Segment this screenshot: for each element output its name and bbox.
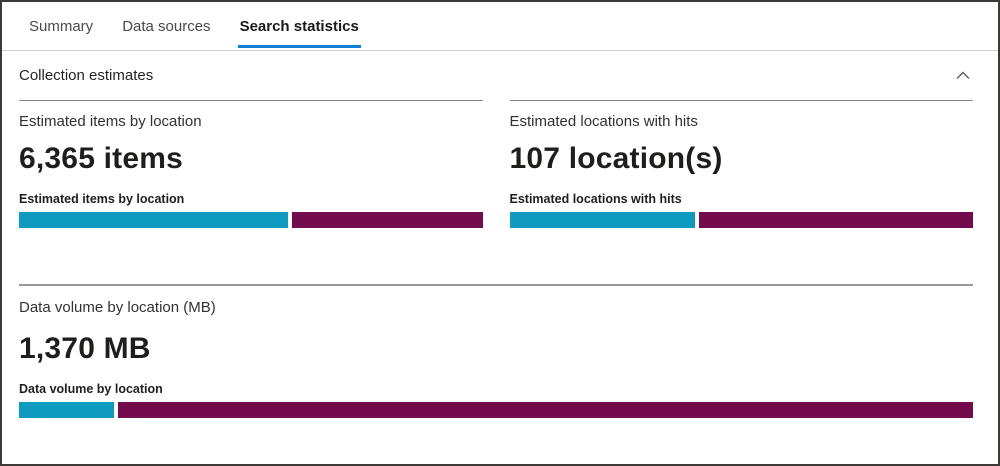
stat-value: 107 location(s) (509, 142, 723, 175)
stat-card-items-by-location: Estimated items by location 6,365 items … (19, 100, 483, 228)
items-by-location-bar-chart (19, 212, 483, 228)
stat-value: 1,370 MB (19, 332, 151, 365)
section-title: Collection estimates (19, 67, 154, 84)
chart-title: Data volume by location (19, 382, 163, 396)
data-volume-bar-chart (19, 402, 973, 418)
bar-segment-berry (291, 212, 483, 228)
tab-data-sources[interactable]: Data sources (122, 18, 211, 35)
stat-card-data-volume: Data volume by location (MB) 1,370 MB Da… (19, 284, 973, 418)
tab-bar: Summary Data sources Search statistics (2, 2, 998, 48)
bar-segment-teal (19, 402, 115, 418)
tab-summary[interactable]: Summary (29, 18, 94, 35)
bar-segment-berry (118, 402, 973, 418)
stat-label: Estimated items by location (19, 113, 202, 130)
collapse-section-button[interactable] (952, 65, 974, 87)
stat-label: Data volume by location (MB) (19, 299, 216, 316)
bar-segment-teal (509, 212, 695, 228)
chart-title: Estimated items by location (19, 192, 185, 206)
stat-label: Estimated locations with hits (509, 113, 698, 130)
bar-segment-berry (698, 212, 973, 228)
chart-title: Estimated locations with hits (509, 192, 682, 206)
bar-segment-teal (19, 212, 288, 228)
chevron-up-icon (955, 68, 971, 84)
locations-with-hits-bar-chart (509, 212, 973, 228)
stat-card-locations-with-hits: Estimated locations with hits 107 locati… (509, 100, 973, 228)
stat-value: 6,365 items (19, 142, 183, 175)
tabs-divider (2, 50, 998, 51)
collection-estimates-header: Collection estimates (2, 51, 998, 100)
section-content: Estimated items by location 6,365 items … (2, 100, 998, 418)
tab-search-statistics[interactable]: Search statistics (237, 16, 361, 48)
stat-cards-row: Estimated items by location 6,365 items … (19, 100, 973, 228)
